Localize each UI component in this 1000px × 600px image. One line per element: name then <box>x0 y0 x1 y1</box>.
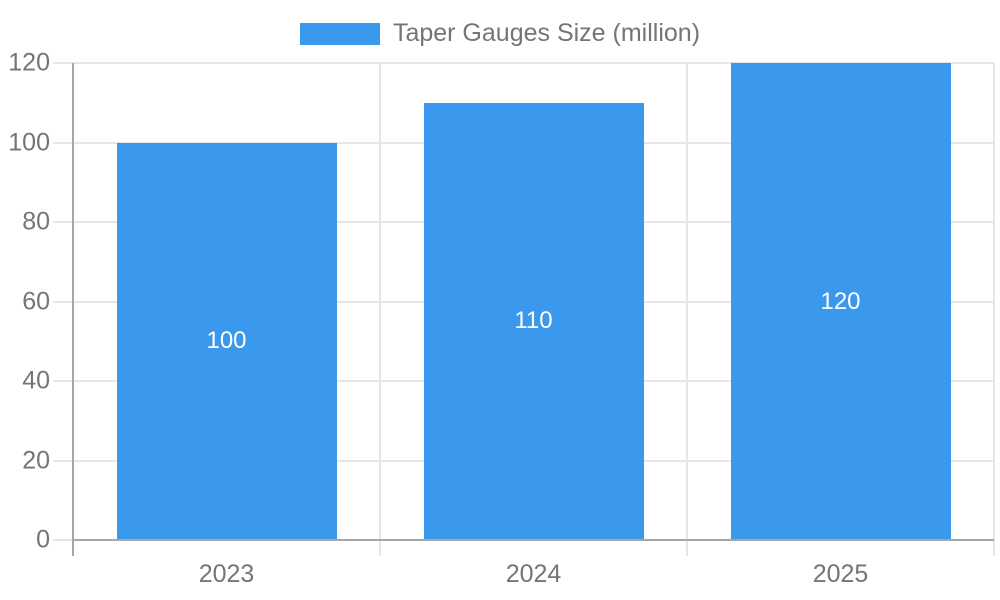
x-axis-tick-label: 2025 <box>812 560 869 588</box>
bar-2023[interactable] <box>116 142 337 540</box>
bar-2024[interactable] <box>423 102 644 540</box>
y-axis-tick-label: 120 <box>8 48 50 77</box>
legend-label: Taper Gauges Size (million) <box>392 19 701 47</box>
bar-2025[interactable] <box>730 63 951 540</box>
y-axis-tick-label: 40 <box>22 366 50 395</box>
legend-swatch <box>299 22 380 45</box>
category-gridline <box>993 63 995 556</box>
x-axis-baseline <box>73 539 994 541</box>
bar-value-label: 100 <box>206 327 247 355</box>
y-axis-tick-label: 20 <box>22 446 50 474</box>
y-axis-tick-label: 0 <box>36 525 50 554</box>
y-axis-tick-label: 100 <box>8 128 50 156</box>
y-axis-line <box>72 63 74 556</box>
bar-value-label: 110 <box>514 307 553 335</box>
x-axis-tick-label: 2024 <box>505 560 562 588</box>
category-gridline <box>379 63 381 556</box>
y-gridline <box>53 62 994 64</box>
x-axis-tick-label: 2023 <box>198 560 255 588</box>
y-axis-tick-label: 60 <box>22 287 50 315</box>
bar-value-label: 120 <box>820 287 861 315</box>
legend[interactable]: Taper Gauges Size (million) <box>0 21 1000 46</box>
category-gridline <box>686 63 688 556</box>
y-axis-tick-label: 80 <box>22 207 50 236</box>
